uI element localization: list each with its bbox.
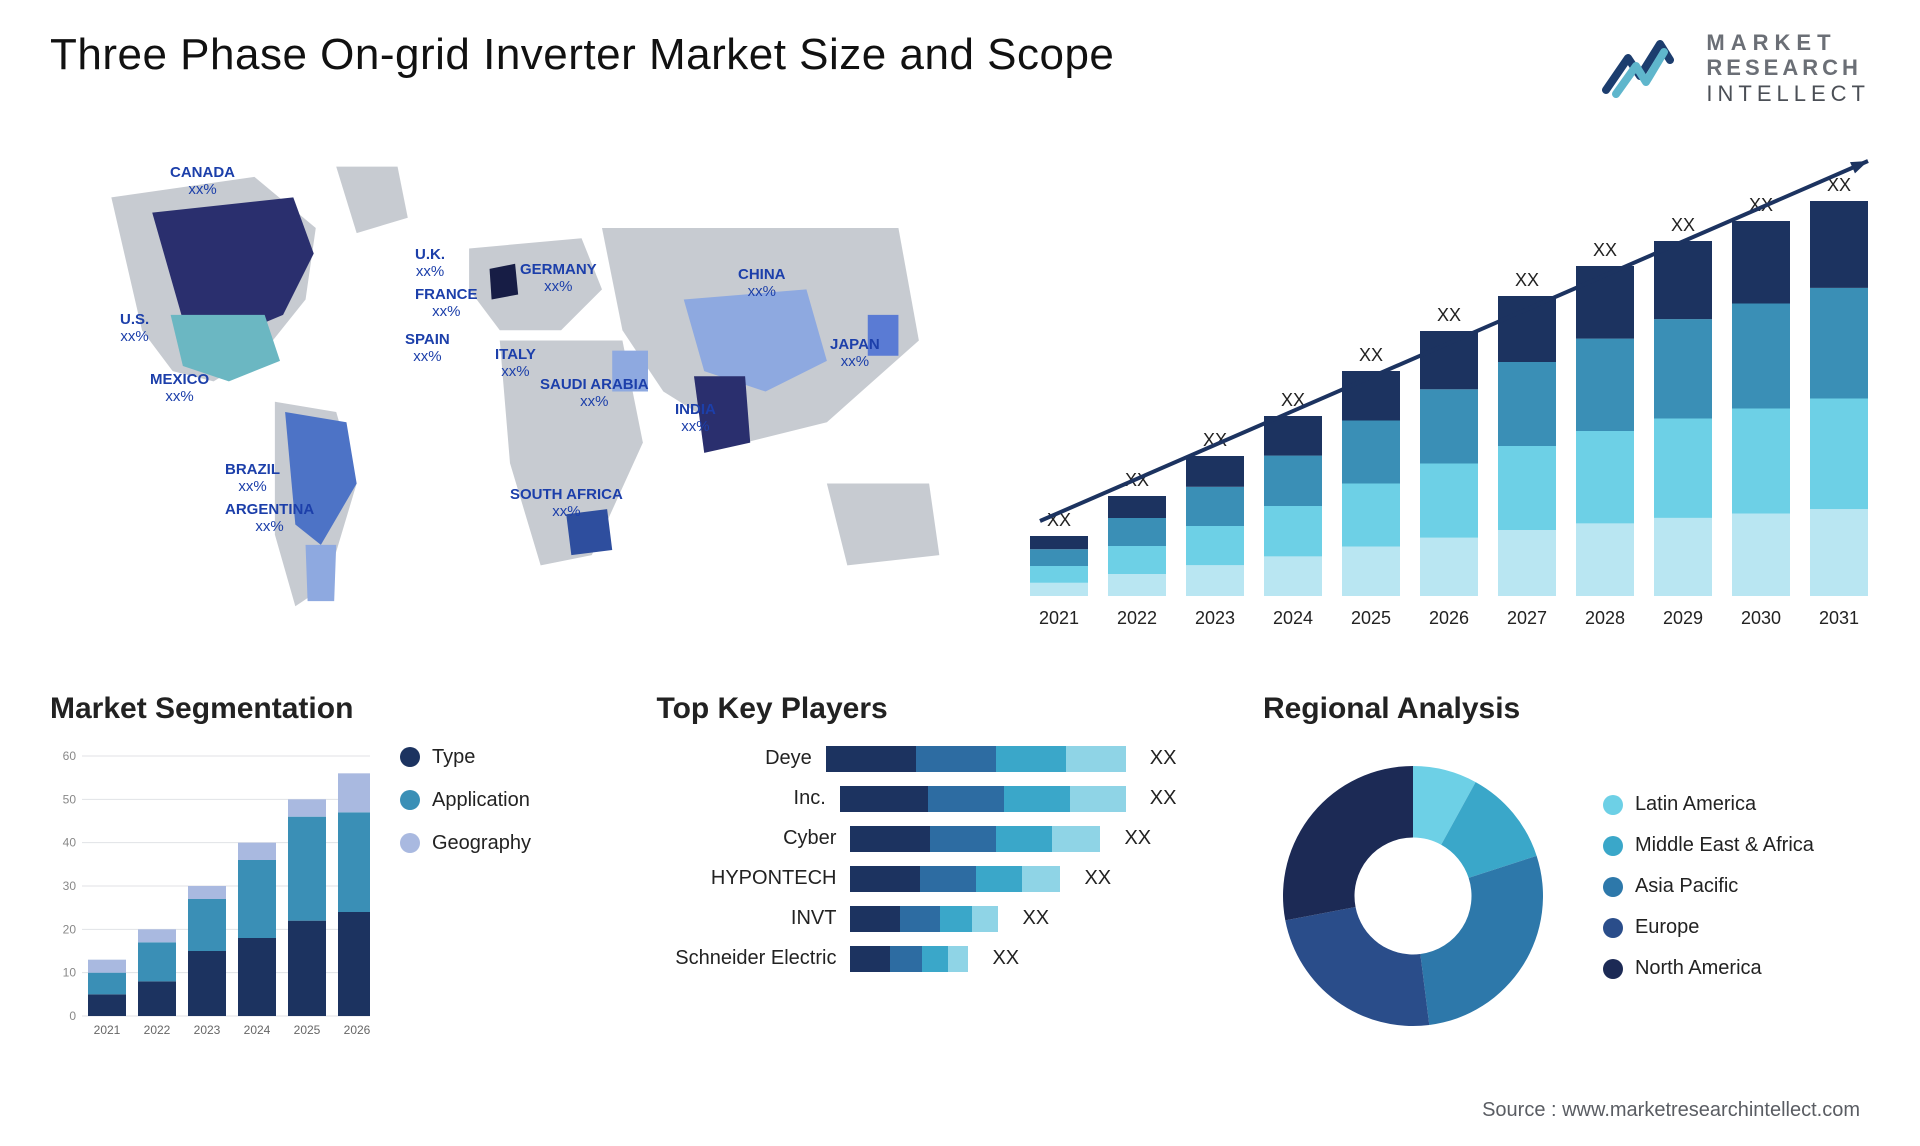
map-label-canada: CANADAxx%: [170, 164, 235, 199]
map-label-u.s.: U.S.xx%: [120, 311, 149, 346]
map-label-brazil: BRAZILxx%: [225, 461, 280, 496]
map-label-spain: SPAINxx%: [405, 331, 450, 366]
svg-text:60: 60: [63, 749, 77, 763]
regional-title: Regional Analysis: [1263, 692, 1870, 726]
svg-text:2023: 2023: [1195, 608, 1235, 628]
svg-text:XX: XX: [1671, 215, 1695, 235]
map-label-u.k.: U.K.xx%: [415, 246, 445, 281]
svg-text:2030: 2030: [1741, 608, 1781, 628]
map-label-italy: ITALYxx%: [495, 346, 536, 381]
svg-text:XX: XX: [1437, 305, 1461, 325]
svg-text:2024: 2024: [1273, 608, 1313, 628]
svg-text:2024: 2024: [244, 1023, 271, 1037]
svg-text:2022: 2022: [1117, 608, 1157, 628]
svg-text:2021: 2021: [94, 1023, 121, 1037]
svg-text:50: 50: [63, 792, 77, 806]
regional-legend: Latin America Middle East & Africa Asia Pa…: [1603, 793, 1814, 998]
segmentation-title: Market Segmentation: [50, 692, 606, 726]
source-attribution: Source : www.marketresearchintellect.com: [1482, 1099, 1860, 1122]
map-label-india: INDIAxx%: [675, 401, 716, 436]
map-label-japan: JAPANxx%: [830, 336, 880, 371]
player-row-cyber-: Cyber​​XX: [656, 826, 1176, 852]
map-label-france: FRANCExx%: [415, 286, 478, 321]
regional-panel: Regional Analysis Latin America Middle Ea…: [1263, 692, 1870, 1046]
players-panel: Top Key Players DeyeXX Inc.XX Cyber​​XX HYP…: [656, 692, 1212, 1046]
svg-text:2021: 2021: [1039, 608, 1079, 628]
svg-text:20: 20: [63, 922, 77, 936]
map-label-argentina: ARGENTINAxx%: [225, 501, 314, 536]
seg-legend-type: Type: [400, 746, 531, 769]
svg-text:2029: 2029: [1663, 608, 1703, 628]
svg-text:2031: 2031: [1819, 608, 1859, 628]
svg-text:XX: XX: [1515, 270, 1539, 290]
segmentation-chart: 0 10 20 30 40 50 60 2021 2022 2023 2024 2025 2026: [50, 746, 370, 1046]
map-label-germany: GERMANYxx%: [520, 261, 597, 296]
svg-text:2026: 2026: [1429, 608, 1469, 628]
svg-text:40: 40: [63, 836, 77, 850]
map-label-saudi-arabia: SAUDI ARABIAxx%: [540, 376, 649, 411]
svg-text:2028: 2028: [1585, 608, 1625, 628]
svg-text:0: 0: [69, 1009, 76, 1023]
svg-text:30: 30: [63, 879, 77, 893]
regional-donut-chart: [1263, 746, 1563, 1046]
region-legend-latin-america: Latin America: [1603, 793, 1814, 816]
map-label-china: CHINAxx%: [738, 266, 786, 301]
region-legend-asia-pacific: Asia Pacific: [1603, 875, 1814, 898]
svg-text:2023: 2023: [194, 1023, 221, 1037]
svg-text:2025: 2025: [1351, 608, 1391, 628]
seg-legend-geography: Geography: [400, 832, 531, 855]
segmentation-panel: Market Segmentation 0 10 20 30 40 50 60 2021 202…: [50, 692, 606, 1046]
logo-line2: RESEARCH: [1706, 55, 1870, 80]
svg-text:2022: 2022: [144, 1023, 171, 1037]
players-title: Top Key Players: [656, 692, 1212, 726]
svg-text:2025: 2025: [294, 1023, 321, 1037]
map-label-mexico: MEXICOxx%: [150, 371, 209, 406]
region-legend-middle-east-africa: Middle East & Africa: [1603, 834, 1814, 857]
page-title: Three Phase On-grid Inverter Market Size…: [50, 30, 1114, 80]
logo-line3: INTELLECT: [1706, 81, 1870, 106]
player-row-deye: DeyeXX: [656, 746, 1176, 772]
player-row-inc-: Inc.XX: [656, 786, 1176, 812]
svg-text:XX: XX: [1359, 345, 1383, 365]
world-map: CANADAxx% U.S.xx%MEXICOxx% BRAZILxx% ARGENT…: [50, 136, 970, 656]
seg-legend-application: Application: [400, 789, 531, 812]
region-legend-north-america: North America: [1603, 957, 1814, 980]
players-chart: DeyeXX Inc.XX Cyber​​XX HYPONTECHXX INVTXX Sc…: [656, 746, 1176, 972]
logo-line1: MARKET: [1706, 30, 1870, 55]
logo-mark-icon: [1602, 36, 1692, 100]
brand-logo: MARKET RESEARCH INTELLECT: [1602, 30, 1870, 106]
svg-text:2027: 2027: [1507, 608, 1547, 628]
segmentation-legend: Type Application Geography: [400, 746, 531, 1046]
player-row-hypontech: HYPONTECHXX: [656, 866, 1176, 892]
growth-bar-chart: XX2021XX2022XX2023XX2024XX2025XX2026XX20…: [1010, 136, 1870, 656]
player-row-schneider-electric: Schneider ElectricXX: [656, 946, 1176, 972]
map-label-south-africa: SOUTH AFRICAxx%: [510, 486, 623, 521]
svg-text:2026: 2026: [344, 1023, 370, 1037]
svg-text:10: 10: [63, 966, 77, 980]
growth-chart-svg: XX2021XX2022XX2023XX2024XX2025XX2026XX20…: [1010, 136, 1870, 656]
segmentation-chart-svg: 0 10 20 30 40 50 60 2021 2022 2023 2024 2025 2026: [50, 746, 370, 1046]
region-legend-europe: Europe: [1603, 916, 1814, 939]
svg-text:XX: XX: [1593, 240, 1617, 260]
player-row-invt: INVTXX: [656, 906, 1176, 932]
